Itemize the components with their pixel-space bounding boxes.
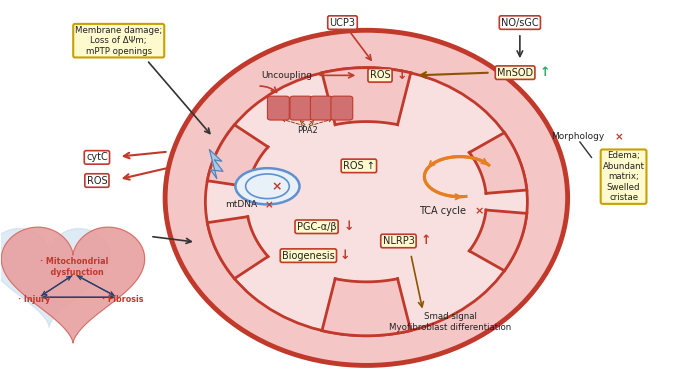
Text: Membrane damage;
Loss of ΔΨm;
mPTP openings: Membrane damage; Loss of ΔΨm; mPTP openi… — [75, 26, 162, 55]
Polygon shape — [322, 68, 411, 125]
Text: ×: × — [474, 206, 484, 217]
Text: · Fibrosis: · Fibrosis — [102, 295, 144, 305]
Circle shape — [236, 168, 299, 204]
FancyBboxPatch shape — [290, 96, 312, 120]
Text: Morphology: Morphology — [551, 132, 604, 142]
Polygon shape — [1, 227, 145, 343]
Ellipse shape — [165, 30, 568, 365]
Text: TCA cycle: TCA cycle — [419, 206, 466, 217]
Text: PGC-α/β: PGC-α/β — [297, 222, 336, 232]
Text: ↓: ↓ — [397, 69, 407, 82]
Text: ↑: ↑ — [540, 66, 550, 79]
Ellipse shape — [206, 68, 527, 336]
Polygon shape — [0, 229, 110, 327]
Polygon shape — [469, 133, 527, 193]
Text: cytC: cytC — [86, 152, 108, 163]
Text: PPA2: PPA2 — [297, 126, 317, 135]
Text: ×: × — [272, 180, 282, 194]
Text: MnSOD: MnSOD — [497, 68, 533, 78]
Text: UCP3: UCP3 — [329, 17, 356, 28]
Text: ↓: ↓ — [340, 249, 351, 262]
Text: ROS: ROS — [370, 70, 390, 80]
Text: ROS ↑: ROS ↑ — [343, 161, 375, 171]
Text: ROS: ROS — [86, 175, 108, 185]
Text: mtDNA: mtDNA — [225, 200, 258, 209]
Text: NO/sGC: NO/sGC — [501, 17, 538, 28]
FancyBboxPatch shape — [310, 96, 332, 120]
Polygon shape — [322, 279, 411, 336]
Polygon shape — [210, 150, 223, 178]
Text: ×: × — [615, 132, 624, 142]
Polygon shape — [469, 210, 527, 271]
Polygon shape — [208, 125, 268, 187]
Text: Uncoupling: Uncoupling — [261, 71, 312, 80]
Text: · Injury: · Injury — [18, 295, 50, 305]
FancyBboxPatch shape — [331, 96, 353, 120]
Text: ↑: ↑ — [421, 234, 431, 248]
Text: ×: × — [265, 200, 274, 210]
Text: · Mitochondrial
  dysfunction: · Mitochondrial dysfunction — [40, 258, 109, 277]
Text: Edema;
Abundant
matrix;
Swelled
cristae: Edema; Abundant matrix; Swelled cristae — [603, 151, 645, 202]
FancyBboxPatch shape — [267, 96, 289, 120]
Text: ↓: ↓ — [344, 220, 355, 233]
Text: Biogenesis: Biogenesis — [282, 251, 335, 261]
Polygon shape — [208, 217, 268, 279]
Text: Smad signal
Myofibroblast differentiation: Smad signal Myofibroblast differentiatio… — [389, 312, 512, 332]
Text: NLRP3: NLRP3 — [382, 236, 414, 246]
